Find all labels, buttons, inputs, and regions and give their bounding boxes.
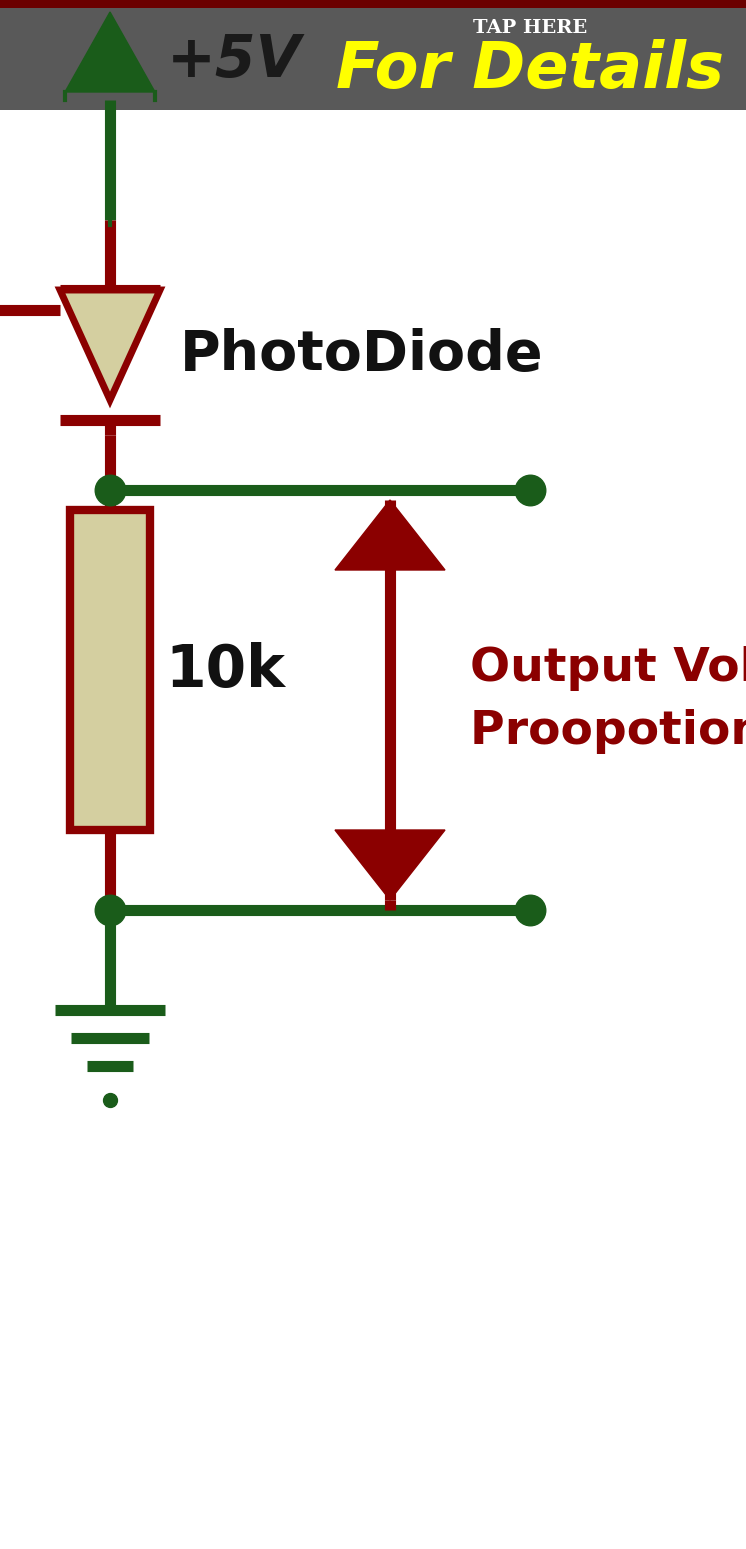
- Text: Output Voltage
Proopotional to Light: Output Voltage Proopotional to Light: [470, 646, 746, 754]
- Polygon shape: [335, 500, 445, 570]
- Polygon shape: [65, 12, 155, 91]
- Text: For Details: For Details: [336, 39, 724, 101]
- Bar: [0, 0, 746, 110]
- Polygon shape: [335, 830, 445, 900]
- Bar: [0, 0, 746, 8]
- Polygon shape: [60, 290, 160, 400]
- Text: 10k: 10k: [165, 641, 285, 699]
- Bar: [70, 510, 150, 830]
- Text: PhotoDiode: PhotoDiode: [180, 328, 544, 383]
- Text: +5V: +5V: [167, 31, 301, 88]
- Text: TAP HERE: TAP HERE: [473, 19, 587, 37]
